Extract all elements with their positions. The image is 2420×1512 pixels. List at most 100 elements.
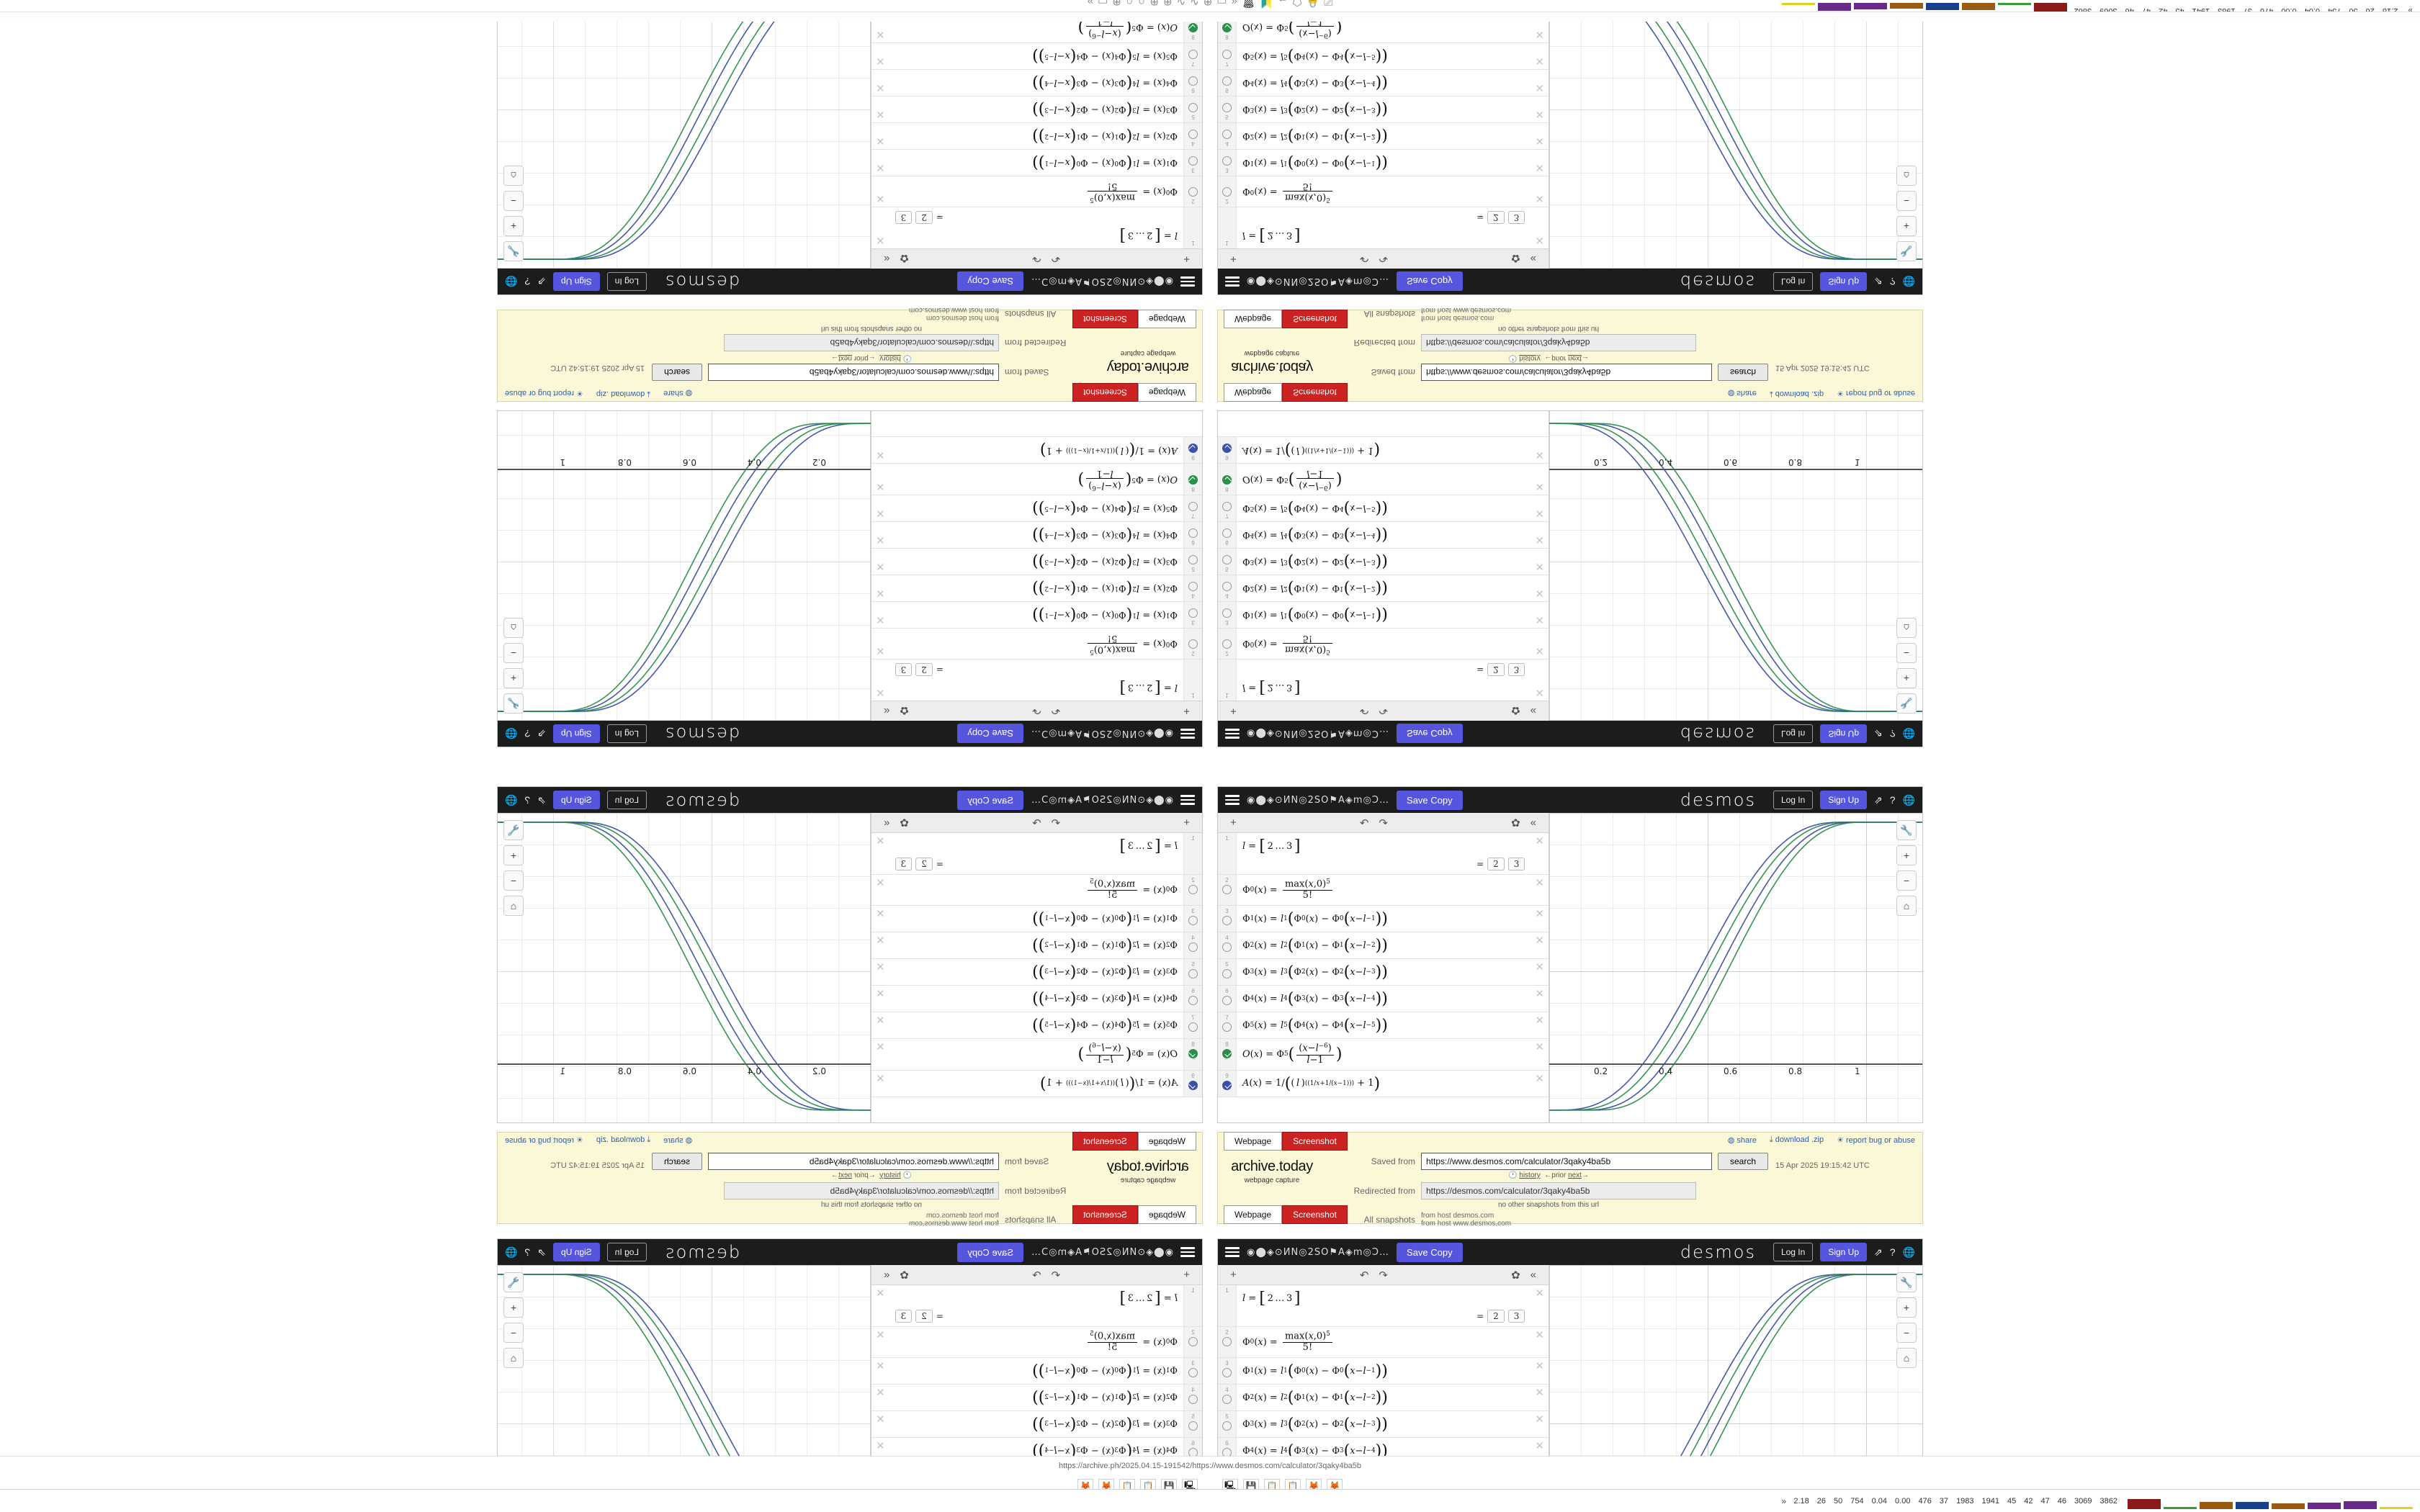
history-links[interactable]: 🕐 history ←prior next→ [1508, 1171, 1589, 1179]
expression-toggle[interactable] [1222, 444, 1232, 454]
delete-expression-button[interactable]: ✕ [876, 1387, 885, 1400]
save-copy-button[interactable]: Save Copy [1397, 1242, 1463, 1262]
download-zip-link[interactable]: ⤓ download .zip [596, 1135, 651, 1144]
expression-content[interactable]: Φ 4(x) = l 4(Φ 3(x) − Φ 3(x − l −4)) [1237, 1438, 1531, 1464]
delete-expression-button[interactable]: ✕ [1535, 506, 1544, 519]
saved-from-input[interactable]: https://www.desmos.com/calculator/3qaky4… [1421, 364, 1712, 381]
tab-screenshot[interactable]: Screenshot [1282, 310, 1348, 328]
login-button[interactable]: Log In [1773, 1243, 1814, 1261]
share-link[interactable]: ◍ share [1727, 1136, 1757, 1145]
home-button[interactable]: ⌂ [1896, 1348, 1917, 1368]
expression-row[interactable]: 1 l = [ 2 … 3 ] = 2 3 ✕ [1218, 1285, 1549, 1327]
login-button[interactable]: Log In [606, 1243, 647, 1261]
expression-content[interactable]: Φ 2(x) = l 2(Φ 1(x) − Φ 1(x − l −2)) [1237, 1385, 1531, 1410]
prev-icon[interactable]: « [1231, 0, 1237, 9]
add-expression-button[interactable]: + [1230, 816, 1237, 829]
menu-hamburger-icon[interactable] [1180, 795, 1195, 805]
collapse-panel-button[interactable]: « [884, 253, 890, 265]
expression-toggle[interactable] [1188, 102, 1198, 112]
expression-content[interactable]: A(x) = 1/(( l ) ((1/x+1/(x−1))) + 1) [1237, 1071, 1531, 1097]
zoom-in-button[interactable]: + [1896, 216, 1917, 236]
expression-row[interactable]: 1 l = [ 2 … 3 ] = 2 3 ✕ [871, 1285, 1202, 1327]
expression-content[interactable]: Φ 3(x) = l 3(Φ 2(x) − Φ 2(x − l −3)) [1237, 1411, 1531, 1437]
expression-row[interactable]: 1 l = [ 2 … 3 ] = 2 3 ✕ [871, 659, 1202, 701]
delete-expression-button[interactable]: ✕ [876, 161, 885, 174]
search-button[interactable]: search [652, 364, 703, 381]
add-expression-button[interactable]: + [1183, 1269, 1190, 1281]
login-button[interactable]: Log In [1773, 791, 1814, 809]
expression-content[interactable]: Φ 3(x) = l 3(Φ 2(x) − Φ 2(x − l −3)) [1237, 959, 1531, 985]
wrench-icon[interactable]: 🔧 [503, 820, 524, 840]
expression-toggle[interactable] [1188, 528, 1198, 538]
expression-content[interactable]: l = [ 2 … 3 ] = 2 3 [1237, 1285, 1531, 1326]
graph-tools[interactable]: 🔧 + − ⌂ [1896, 1272, 1917, 1368]
history-links[interactable]: 🕐 history ←prior next→ [831, 354, 912, 362]
add-expression-button[interactable]: + [1230, 253, 1237, 265]
expression-row[interactable]: 6 Φ 4(x) = l 4(Φ 3(x) − Φ 3(x − l −4)) ✕ [1218, 986, 1549, 1013]
language-globe-icon[interactable]: 🌐 [1902, 793, 1915, 806]
expression-content[interactable]: A(x) = 1/(( l ) ((1/x+1/(x−1))) + 1) [1237, 437, 1531, 463]
delete-expression-button[interactable]: ✕ [876, 1440, 885, 1453]
globe-icon[interactable]: ⊕ [1162, 0, 1173, 8]
undo-button[interactable]: ↶ [1051, 704, 1061, 717]
desmos-graph-title[interactable]: ◉⬤◈⊙ИN◎2SO⚑A◈m◎Ɔ… [1030, 728, 1173, 739]
expression-toggle[interactable] [1188, 916, 1198, 926]
undo-button[interactable]: ↶ [1051, 816, 1061, 829]
delete-expression-button[interactable]: ✕ [1535, 1287, 1544, 1300]
delete-expression-button[interactable]: ✕ [876, 1329, 885, 1341]
expression-toggle[interactable] [1222, 474, 1232, 485]
expression-row[interactable]: 6 Φ 4(x) = l 4(Φ 3(x) − Φ 3(x − l −4)) ✕ [1218, 1438, 1549, 1465]
home-button[interactable]: ⌂ [1896, 166, 1917, 186]
tab-webpage[interactable]: Webpage [1137, 1205, 1196, 1224]
expression-content[interactable]: Φ 1(x) = l 1(Φ 0(x) − Φ 0(x − l −1)) [1237, 150, 1531, 176]
share-link[interactable]: ◍ share [1727, 389, 1757, 397]
expression-content[interactable]: l = [ 2 … 3 ] = 2 3 [1237, 660, 1531, 701]
expression-content[interactable]: Φ 4(x) = l 4(Φ 3(x) − Φ 3(x − l −4)) [1237, 986, 1531, 1012]
wrench-icon[interactable]: 🔧 [1896, 820, 1917, 840]
expression-toggle[interactable] [1222, 1395, 1232, 1405]
tab-screenshot[interactable]: Screenshot [1282, 1205, 1348, 1224]
delete-expression-button[interactable]: ✕ [876, 1413, 885, 1426]
signup-button[interactable]: Sign Up [1820, 724, 1868, 743]
expression-row[interactable]: 5 Φ 3(x) = l 3(Φ 2(x) − Φ 2(x − l −3)) ✕ [871, 959, 1202, 986]
expression-row[interactable]: 3 Φ 1(x) = l 1(Φ 0(x) − Φ 0(x − l −1)) ✕ [1218, 148, 1549, 176]
delete-expression-button[interactable]: ✕ [1535, 1413, 1544, 1426]
expression-toggle[interactable] [1222, 554, 1232, 564]
delete-expression-button[interactable]: ✕ [876, 54, 885, 67]
expression-content[interactable]: Φ 2(x) = l 2(Φ 1(x) − Φ 1(x − l −2)) [889, 575, 1183, 601]
expression-row[interactable]: 5 Φ 3(x) = l 3(Φ 2(x) − Φ 2(x − l −3)) ✕ [871, 95, 1202, 122]
save-copy-button[interactable]: Save Copy [1397, 724, 1463, 744]
delete-expression-button[interactable]: ✕ [1535, 1014, 1544, 1027]
undo-button[interactable]: ↶ [1051, 252, 1061, 265]
report-bug-link[interactable]: ☀ report bug or abuse [505, 1136, 583, 1145]
delete-expression-button[interactable]: ✕ [1535, 877, 1544, 889]
expression-row[interactable]: 4 Φ 2(x) = l 2(Φ 1(x) − Φ 1(x − l −2)) ✕ [871, 932, 1202, 960]
delete-expression-button[interactable]: ✕ [876, 449, 885, 462]
delete-expression-button[interactable]: ✕ [876, 1072, 885, 1085]
graph-settings-button[interactable]: ✿ [1511, 704, 1520, 717]
menu-hamburger-icon[interactable] [1225, 276, 1240, 287]
expression-content[interactable]: Φ 2(x) = l 2(Φ 1(x) − Φ 1(x − l −2)) [889, 932, 1183, 958]
expression-toggle[interactable] [1188, 22, 1198, 32]
delete-expression-button[interactable]: ✕ [876, 1360, 885, 1373]
delete-expression-button[interactable]: ✕ [876, 908, 885, 921]
expression-toggle[interactable] [1222, 1368, 1232, 1378]
expression-content[interactable]: Φ 3(x) = l 3(Φ 2(x) − Φ 2(x − l −3)) [1237, 549, 1531, 575]
delete-expression-button[interactable]: ✕ [876, 935, 885, 948]
zoom-in-button[interactable]: + [1896, 845, 1917, 865]
expression-content[interactable]: Φ 0(x) = max(x,0)5 5! [889, 1327, 1183, 1357]
globe-icon[interactable]: ⊕ [1150, 0, 1159, 8]
expression-row[interactable]: 4 Φ 2(x) = l 2(Φ 1(x) − Φ 1(x − l −2)) ✕ [871, 122, 1202, 149]
home-button[interactable]: ⌂ [1896, 618, 1917, 638]
expression-toggle[interactable] [1222, 1049, 1232, 1059]
zoom-in-button[interactable]: + [1896, 668, 1917, 688]
tab-webpage[interactable]: Webpage [1137, 310, 1196, 328]
expression-content[interactable]: Φ 4(x) = l 4(Φ 3(x) − Φ 3(x − l −4)) [1237, 522, 1531, 548]
delete-expression-button[interactable]: ✕ [876, 1287, 885, 1300]
